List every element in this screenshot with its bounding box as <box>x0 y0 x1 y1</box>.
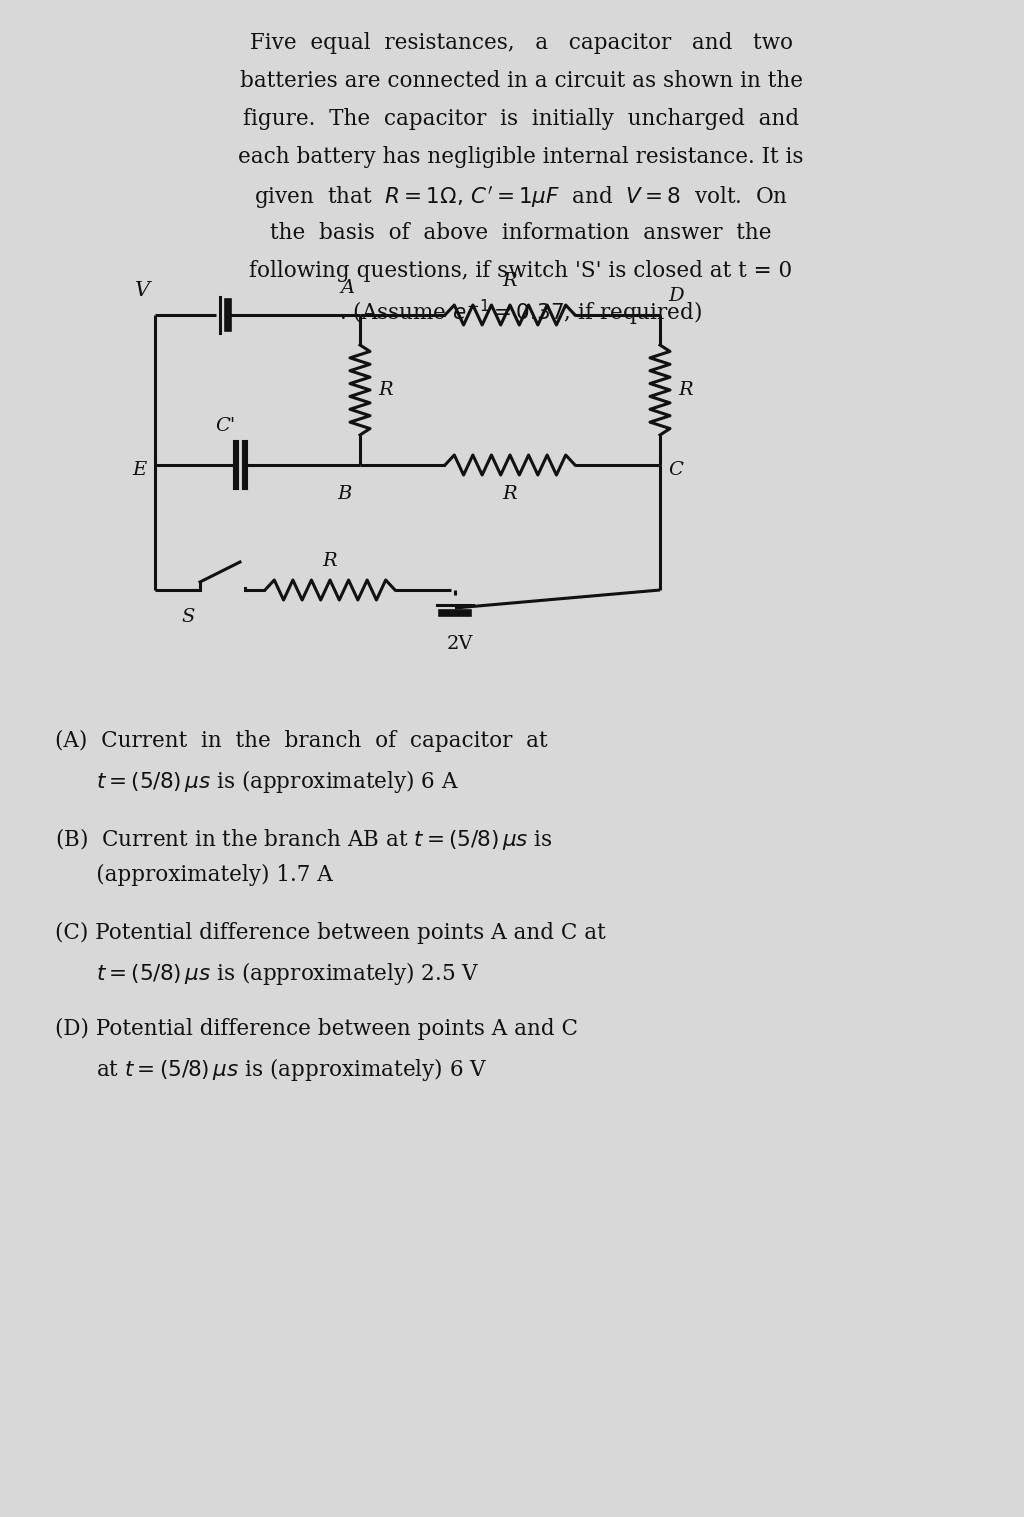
Text: $t=(5/8)\,\mu s$ is (approximately) 6 A: $t=(5/8)\,\mu s$ is (approximately) 6 A <box>55 768 459 795</box>
Text: D: D <box>668 287 684 305</box>
Text: S: S <box>181 608 195 627</box>
Text: C: C <box>668 461 683 479</box>
Text: the  basis  of  above  information  answer  the: the basis of above information answer th… <box>270 221 772 244</box>
Text: . (Assume $e^{-1}=0.37$, if required): . (Assume $e^{-1}=0.37$, if required) <box>340 297 702 328</box>
Text: R: R <box>378 381 392 399</box>
Text: figure.  The  capacitor  is  initially  uncharged  and: figure. The capacitor is initially uncha… <box>243 108 799 130</box>
Text: (C) Potential difference between points A and C at: (C) Potential difference between points … <box>55 922 606 944</box>
Text: R: R <box>503 272 517 290</box>
Text: B: B <box>338 485 352 504</box>
Text: at $t=(5/8)\,\mu s$ is (approximately) 6 V: at $t=(5/8)\,\mu s$ is (approximately) 6… <box>55 1056 487 1083</box>
Text: R: R <box>678 381 692 399</box>
Text: batteries are connected in a circuit as shown in the: batteries are connected in a circuit as … <box>240 70 803 93</box>
Text: each battery has negligible internal resistance. It is: each battery has negligible internal res… <box>239 146 804 168</box>
Text: Five  equal  resistances,   a   capacitor   and   two: Five equal resistances, a capacitor and … <box>250 32 793 55</box>
Text: (D) Potential difference between points A and C: (D) Potential difference between points … <box>55 1018 578 1041</box>
Text: $t=(5/8)\,\mu s$ is (approximately) 2.5 V: $t=(5/8)\,\mu s$ is (approximately) 2.5 … <box>55 960 479 988</box>
Text: (B)  Current in the branch AB at $t=(5/8)\,\mu s$ is: (B) Current in the branch AB at $t=(5/8)… <box>55 825 553 853</box>
Text: (A)  Current  in  the  branch  of  capacitor  at: (A) Current in the branch of capacitor a… <box>55 730 548 752</box>
Text: R: R <box>503 485 517 504</box>
Text: V: V <box>135 281 150 300</box>
Text: given  that  $R=1\Omega,\,C'=1\mu F$  and  $V=8$  volt.  On: given that $R=1\Omega,\,C'=1\mu F$ and $… <box>254 184 788 211</box>
Text: C': C' <box>215 417 234 435</box>
Text: (approximately) 1.7 A: (approximately) 1.7 A <box>55 865 333 886</box>
Text: 2V: 2V <box>446 636 473 652</box>
Text: A: A <box>341 279 355 297</box>
Text: following questions, if switch 'S' is closed at t = 0: following questions, if switch 'S' is cl… <box>250 259 793 282</box>
Text: R: R <box>323 552 337 570</box>
Text: E: E <box>133 461 147 479</box>
